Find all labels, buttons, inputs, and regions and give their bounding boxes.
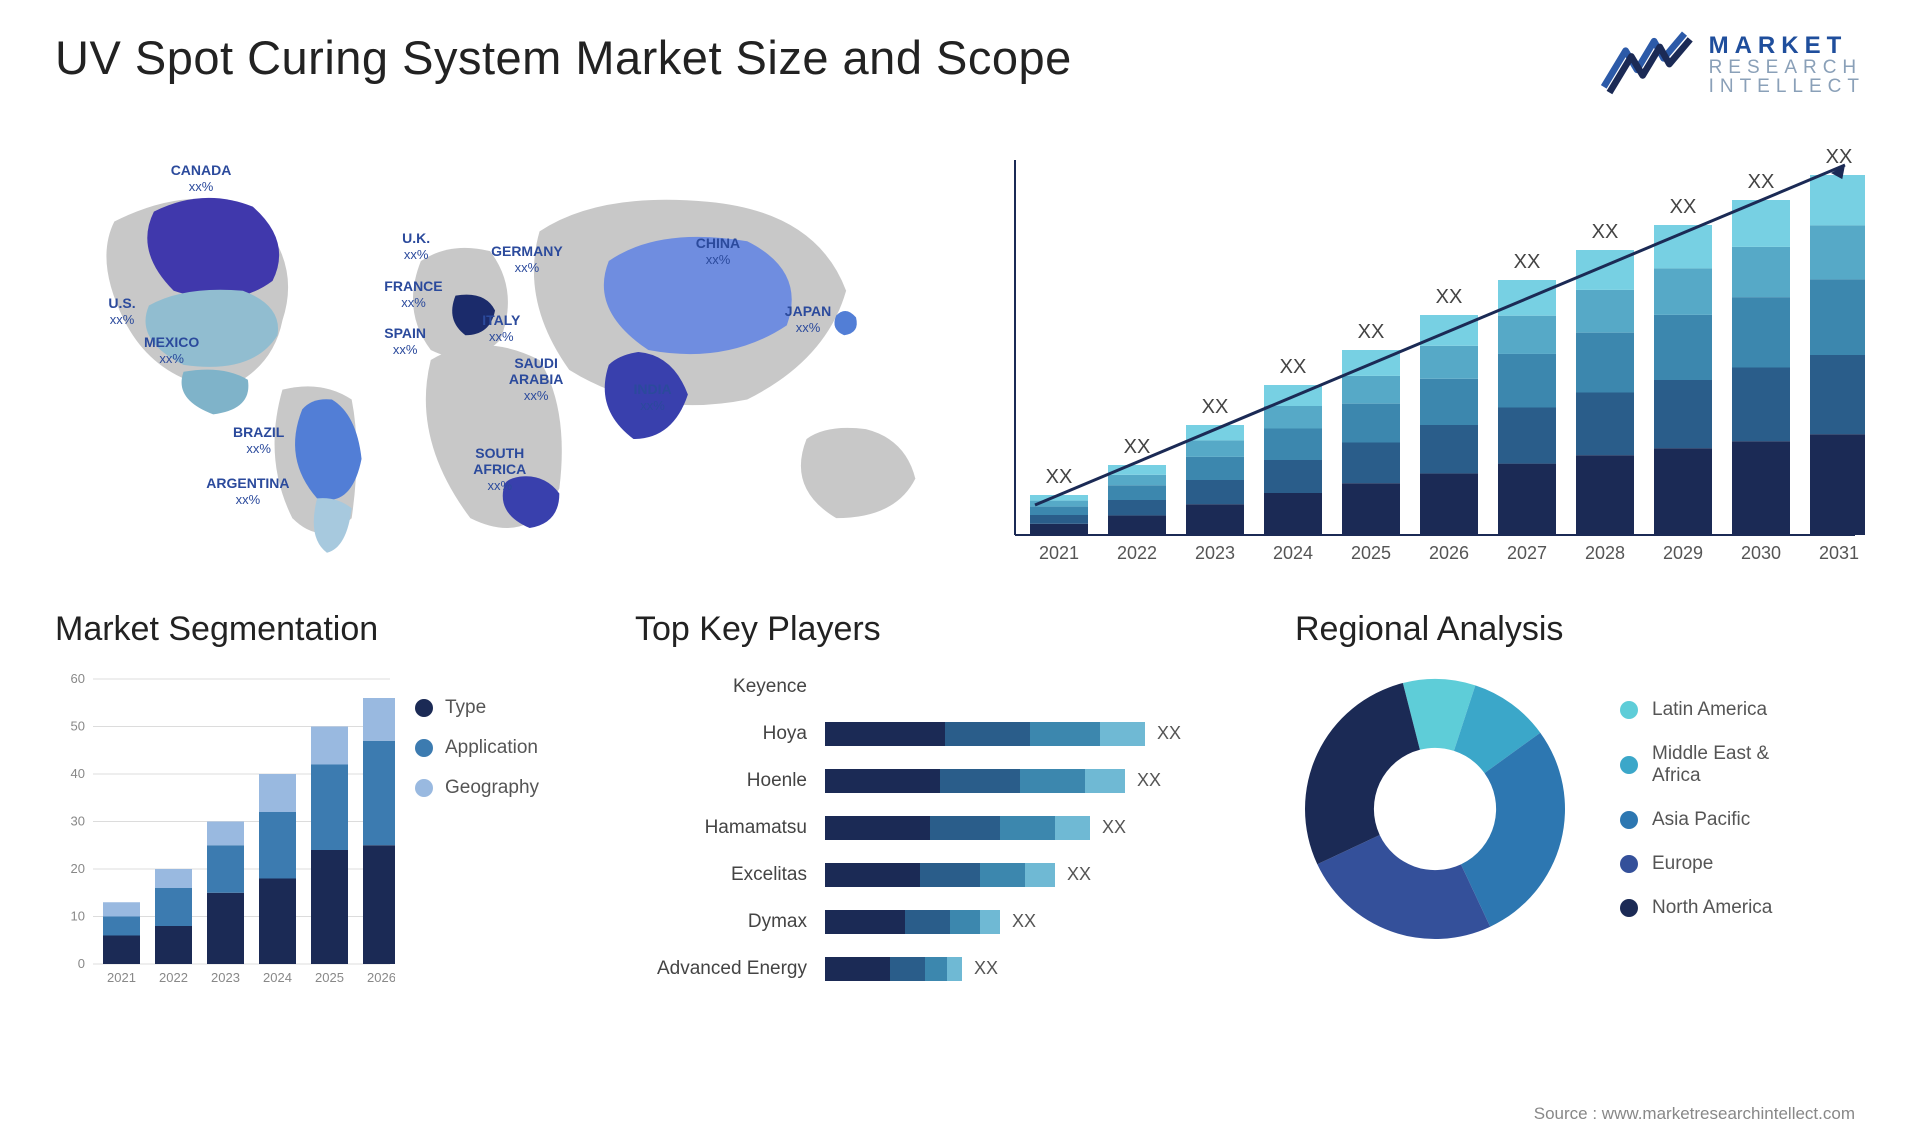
- svg-text:2022: 2022: [1117, 543, 1157, 563]
- svg-text:XX: XX: [1046, 466, 1073, 488]
- logo-line1: MARKET: [1709, 34, 1865, 58]
- regional-donut: [1295, 669, 1575, 949]
- map-label: FRANCExx%: [384, 278, 442, 311]
- map-label: ITALYxx%: [482, 312, 520, 345]
- map-label: ARGENTINAxx%: [206, 475, 289, 508]
- svg-text:2029: 2029: [1663, 543, 1703, 563]
- svg-text:40: 40: [71, 766, 85, 781]
- svg-text:XX: XX: [1514, 251, 1541, 273]
- region-legend-item: Europe: [1620, 853, 1772, 875]
- svg-text:2026: 2026: [367, 970, 395, 985]
- svg-text:50: 50: [71, 719, 85, 734]
- world-map: CANADAxx% U.S.xx% MEXICOxx% BRAZILxx% ARGENT…: [55, 140, 945, 570]
- player-row: HoenleXX: [635, 763, 1265, 798]
- map-label: U.S.xx%: [108, 295, 135, 328]
- segmentation-title: Market Segmentation: [55, 610, 605, 649]
- source-text: Source : www.marketresearchintellect.com: [1534, 1104, 1855, 1124]
- player-row: Keyence: [635, 669, 1265, 704]
- segmentation-chart: 0 10 20 30 40 50 60 2021 2022 2023 2024 2025 2026: [55, 669, 395, 989]
- region-legend-item: North America: [1620, 897, 1772, 919]
- map-label: SAUDIARABIAxx%: [509, 355, 563, 404]
- seg-legend-item: Geography: [415, 777, 539, 799]
- map-label: U.K.xx%: [402, 230, 430, 263]
- region-legend-item: Latin America: [1620, 699, 1772, 721]
- svg-text:2024: 2024: [263, 970, 292, 985]
- svg-text:2023: 2023: [211, 970, 240, 985]
- svg-text:XX: XX: [1358, 321, 1385, 343]
- svg-text:30: 30: [71, 814, 85, 829]
- svg-text:2023: 2023: [1195, 543, 1235, 563]
- svg-text:XX: XX: [1748, 171, 1775, 193]
- main-bar-chart: 2021 XX 2022 XX 2023 XX 2024 XX 2025 XX 2026 XX 2027…: [985, 140, 1865, 570]
- regional-title: Regional Analysis: [1295, 610, 1865, 649]
- svg-text:XX: XX: [1670, 196, 1697, 218]
- segmentation-panel: Market Segmentation 0 10 20 30 40 50 60 2021 202…: [55, 610, 605, 1030]
- map-label: JAPANxx%: [785, 303, 831, 336]
- regional-legend: Latin America Middle East &Africa Asia Pac…: [1620, 699, 1772, 919]
- map-label: CHINAxx%: [696, 235, 740, 268]
- svg-text:XX: XX: [1436, 286, 1463, 308]
- regional-panel: Regional Analysis Latin America Middle Ea…: [1295, 610, 1865, 1030]
- svg-text:2021: 2021: [1039, 543, 1079, 563]
- logo-line3: INTELLECT: [1709, 77, 1865, 96]
- svg-text:2031: 2031: [1819, 543, 1859, 563]
- logo-icon: [1599, 30, 1694, 100]
- player-row: HoyaXX: [635, 716, 1265, 751]
- svg-text:2022: 2022: [159, 970, 188, 985]
- player-row: Advanced EnergyXX: [635, 951, 1265, 986]
- map-label: MEXICOxx%: [144, 334, 199, 367]
- svg-text:2030: 2030: [1741, 543, 1781, 563]
- map-label: INDIAxx%: [634, 381, 672, 414]
- map-label: CANADAxx%: [171, 162, 232, 195]
- map-label: BRAZILxx%: [233, 424, 284, 457]
- map-label: SOUTHAFRICAxx%: [473, 445, 526, 494]
- svg-text:2027: 2027: [1507, 543, 1547, 563]
- seg-legend-item: Application: [415, 737, 539, 759]
- svg-text:2025: 2025: [1351, 543, 1391, 563]
- svg-text:XX: XX: [1202, 396, 1229, 418]
- svg-text:20: 20: [71, 861, 85, 876]
- svg-text:2021: 2021: [107, 970, 136, 985]
- svg-text:2025: 2025: [315, 970, 344, 985]
- player-row: DymaxXX: [635, 904, 1265, 939]
- region-legend-item: Asia Pacific: [1620, 809, 1772, 831]
- svg-text:XX: XX: [1124, 436, 1151, 458]
- svg-text:XX: XX: [1592, 221, 1619, 243]
- page-title: UV Spot Curing System Market Size and Sc…: [55, 30, 1072, 85]
- svg-text:2026: 2026: [1429, 543, 1469, 563]
- svg-text:XX: XX: [1826, 146, 1853, 168]
- segmentation-legend: Type Application Geography: [415, 697, 539, 989]
- svg-text:2028: 2028: [1585, 543, 1625, 563]
- svg-text:0: 0: [78, 956, 85, 971]
- player-row: HamamatsuXX: [635, 810, 1265, 845]
- map-label: SPAINxx%: [384, 325, 426, 358]
- svg-text:2024: 2024: [1273, 543, 1313, 563]
- svg-text:10: 10: [71, 909, 85, 924]
- map-label: GERMANYxx%: [491, 243, 563, 276]
- region-legend-item: Middle East &Africa: [1620, 743, 1772, 787]
- players-panel: Top Key Players Keyence HoyaXX HoenleXX Ham…: [635, 610, 1265, 1030]
- svg-text:60: 60: [71, 671, 85, 686]
- svg-text:XX: XX: [1280, 356, 1307, 378]
- players-title: Top Key Players: [635, 610, 1265, 649]
- logo-line2: RESEARCH: [1709, 58, 1865, 77]
- player-row: ExcelitasXX: [635, 857, 1265, 892]
- brand-logo: MARKET RESEARCH INTELLECT: [1599, 30, 1865, 100]
- seg-legend-item: Type: [415, 697, 539, 719]
